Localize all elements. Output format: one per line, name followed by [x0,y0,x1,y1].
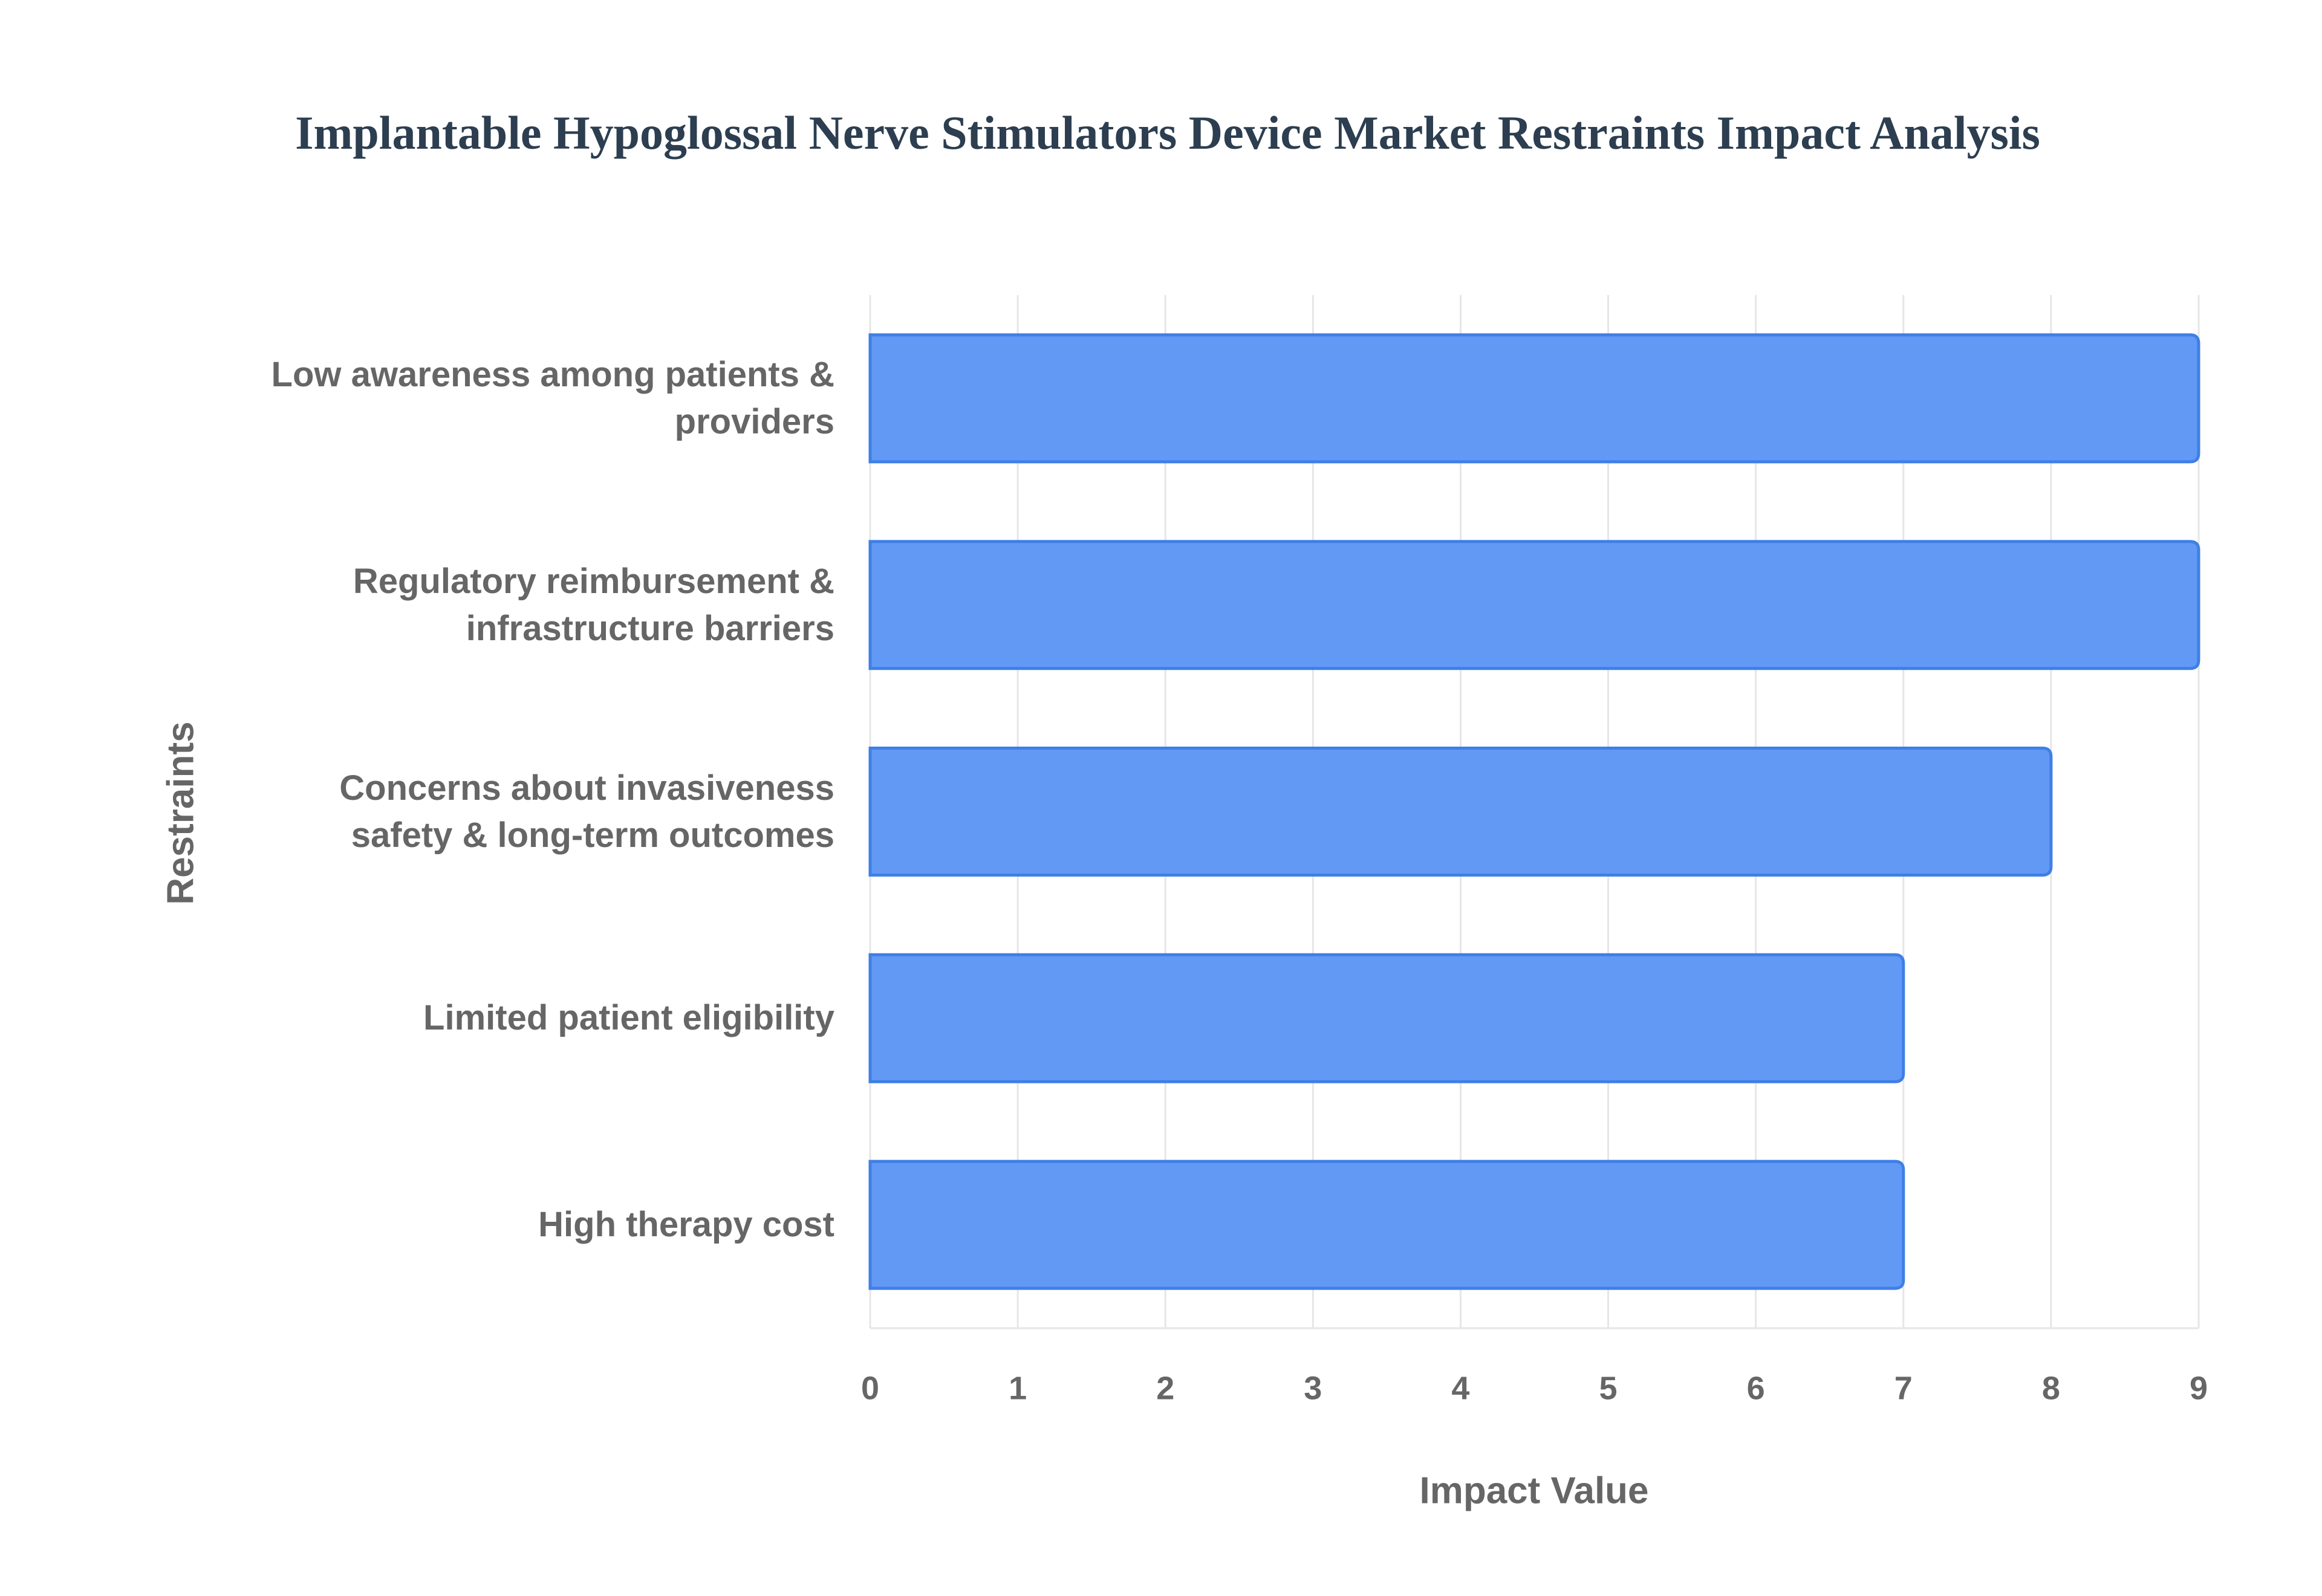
x-tick-label: 4 [1451,1370,1469,1406]
x-tick-label: 3 [1304,1370,1322,1406]
x-tick-label: 8 [2042,1370,2060,1406]
y-tick-label: High therapy cost [538,1205,834,1245]
x-tick-label: 9 [2190,1370,2208,1406]
y-tick-label: Limited patient eligibility [423,998,834,1038]
bar [868,1160,1905,1290]
y-tick-label: Regulatory reimbursement & infrastructur… [353,561,834,648]
x-tick-label: 7 [1894,1370,1913,1406]
x-tick-label: 1 [1009,1370,1027,1406]
chart-title: Implantable Hypoglossal Nerve Stimulator… [295,106,2040,159]
x-tick-label: 2 [1156,1370,1174,1406]
bar [868,540,2200,670]
x-tick-label: 5 [1599,1370,1618,1406]
bar [868,953,1905,1083]
y-axis-title: Restraints [160,721,201,904]
y-tick-label: Low awareness among patients & providers [271,354,834,441]
x-tick-label: 6 [1747,1370,1765,1406]
y-tick-label: Concerns about invasiveness safety & lon… [339,768,834,855]
x-tick-label: 0 [861,1370,879,1406]
x-axis-title: Impact Value [1419,1470,1648,1511]
bar [868,747,2053,877]
bar [868,333,2200,464]
